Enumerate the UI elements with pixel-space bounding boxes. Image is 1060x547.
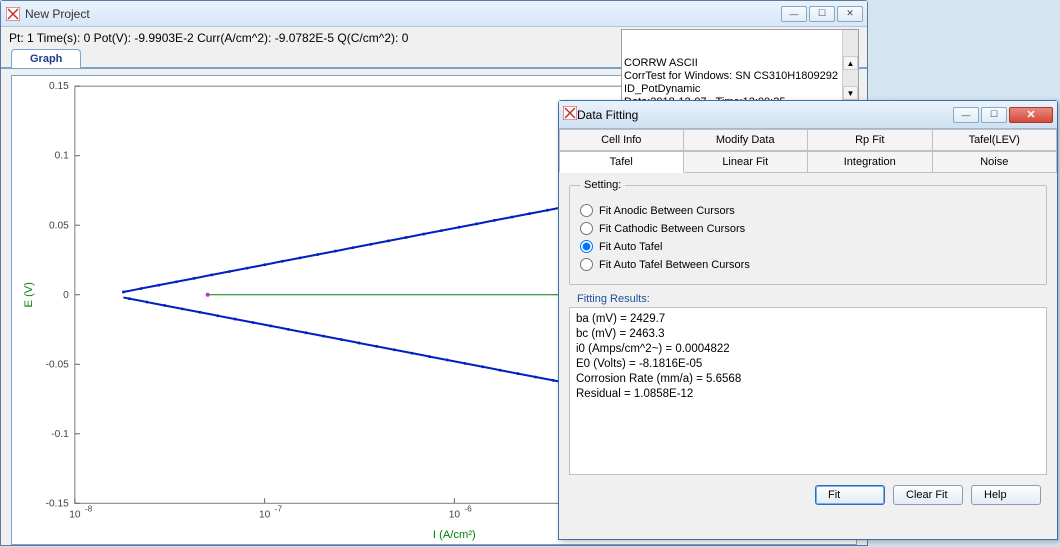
dialog-close-button[interactable]: ✕	[1009, 107, 1053, 123]
dialog-titlebar[interactable]: Data Fitting — ☐ ✕	[559, 101, 1057, 129]
tab-noise[interactable]: Noise	[933, 152, 1058, 173]
setting-fieldset: Setting: Fit Anodic Between Cursors Fit C…	[569, 179, 1047, 285]
info-scrollbar[interactable]: ▲ ▼	[842, 30, 858, 100]
svg-text:-0.15: -0.15	[46, 498, 70, 509]
app-icon	[5, 6, 21, 22]
dialog-tabs-row1: Cell InfoModify DataRp FitTafel(LEV)	[559, 129, 1057, 151]
svg-text:10: 10	[69, 510, 81, 521]
close-button[interactable]: ✕	[837, 6, 863, 22]
fit-button[interactable]: Fit	[815, 485, 885, 505]
svg-text:0.05: 0.05	[49, 220, 69, 231]
main-titlebar[interactable]: New Project — ☐ ✕	[1, 1, 867, 27]
svg-text:-8: -8	[85, 504, 93, 513]
dialog-body: Setting: Fit Anodic Between Cursors Fit C…	[559, 173, 1057, 517]
minimize-button[interactable]: —	[781, 6, 807, 22]
svg-text:-6: -6	[465, 504, 473, 513]
dialog-icon	[563, 106, 577, 123]
radio-label: Fit Cathodic Between Cursors	[599, 223, 745, 235]
help-button[interactable]: Help	[971, 485, 1041, 505]
tab-rp-fit[interactable]: Rp Fit	[808, 130, 933, 151]
tab-tafel-lev-[interactable]: Tafel(LEV)	[933, 130, 1058, 151]
radio-input[interactable]	[580, 240, 593, 253]
svg-text:0.15: 0.15	[49, 81, 69, 92]
tab-cell-info[interactable]: Cell Info	[559, 130, 684, 151]
dialog-maximize-button[interactable]: ☐	[981, 107, 1007, 123]
svg-text:-0.05: -0.05	[46, 359, 70, 370]
svg-text:10: 10	[449, 510, 461, 521]
radio-fit-cathodic-between-cursors[interactable]: Fit Cathodic Between Cursors	[580, 222, 1036, 235]
svg-text:0: 0	[63, 290, 69, 301]
svg-text:-7: -7	[275, 504, 283, 513]
tab-tafel[interactable]: Tafel	[559, 152, 684, 173]
data-fitting-dialog: Data Fitting — ☐ ✕ Cell InfoModify DataR…	[558, 100, 1058, 540]
svg-text:E (V): E (V)	[23, 282, 35, 308]
radio-input[interactable]	[580, 222, 593, 235]
info-lines: CORRW ASCII CorrTest for Windows: SN CS3…	[624, 57, 856, 101]
radio-fit-auto-tafel[interactable]: Fit Auto Tafel	[580, 240, 1036, 253]
radio-label: Fit Anodic Between Cursors	[599, 205, 735, 217]
main-title: New Project	[25, 7, 781, 21]
tab-integration[interactable]: Integration	[808, 152, 933, 173]
radio-input[interactable]	[580, 258, 593, 271]
tab-modify-data[interactable]: Modify Data	[684, 130, 809, 151]
maximize-button[interactable]: ☐	[809, 6, 835, 22]
radio-input[interactable]	[580, 204, 593, 217]
scroll-up-icon[interactable]: ▲	[843, 56, 858, 70]
results-box: ba (mV) = 2429.7bc (mV) = 2463.3i0 (Amps…	[569, 307, 1047, 475]
radio-fit-auto-tafel-between-cursors[interactable]: Fit Auto Tafel Between Cursors	[580, 258, 1036, 271]
dialog-button-row: Fit Clear Fit Help	[569, 475, 1047, 511]
scroll-down-icon[interactable]: ▼	[843, 86, 858, 100]
svg-text:-0.1: -0.1	[51, 429, 69, 440]
dialog-tabs-row2: TafelLinear FitIntegrationNoise	[559, 151, 1057, 173]
svg-text:10: 10	[259, 510, 271, 521]
dialog-title: Data Fitting	[577, 108, 953, 122]
svg-text:I (A/cm²): I (A/cm²)	[433, 529, 476, 541]
tab-linear-fit[interactable]: Linear Fit	[684, 152, 809, 173]
info-panel: CORRW ASCII CorrTest for Windows: SN CS3…	[621, 29, 859, 101]
results-legend: Fitting Results:	[573, 293, 654, 305]
radio-label: Fit Auto Tafel	[599, 241, 662, 253]
clear-fit-button[interactable]: Clear Fit	[893, 485, 963, 505]
setting-legend: Setting:	[580, 179, 625, 191]
dialog-minimize-button[interactable]: —	[953, 107, 979, 123]
radio-label: Fit Auto Tafel Between Cursors	[599, 259, 750, 271]
svg-text:0.1: 0.1	[55, 151, 69, 162]
tab-graph[interactable]: Graph	[11, 49, 81, 68]
radio-fit-anodic-between-cursors[interactable]: Fit Anodic Between Cursors	[580, 204, 1036, 217]
